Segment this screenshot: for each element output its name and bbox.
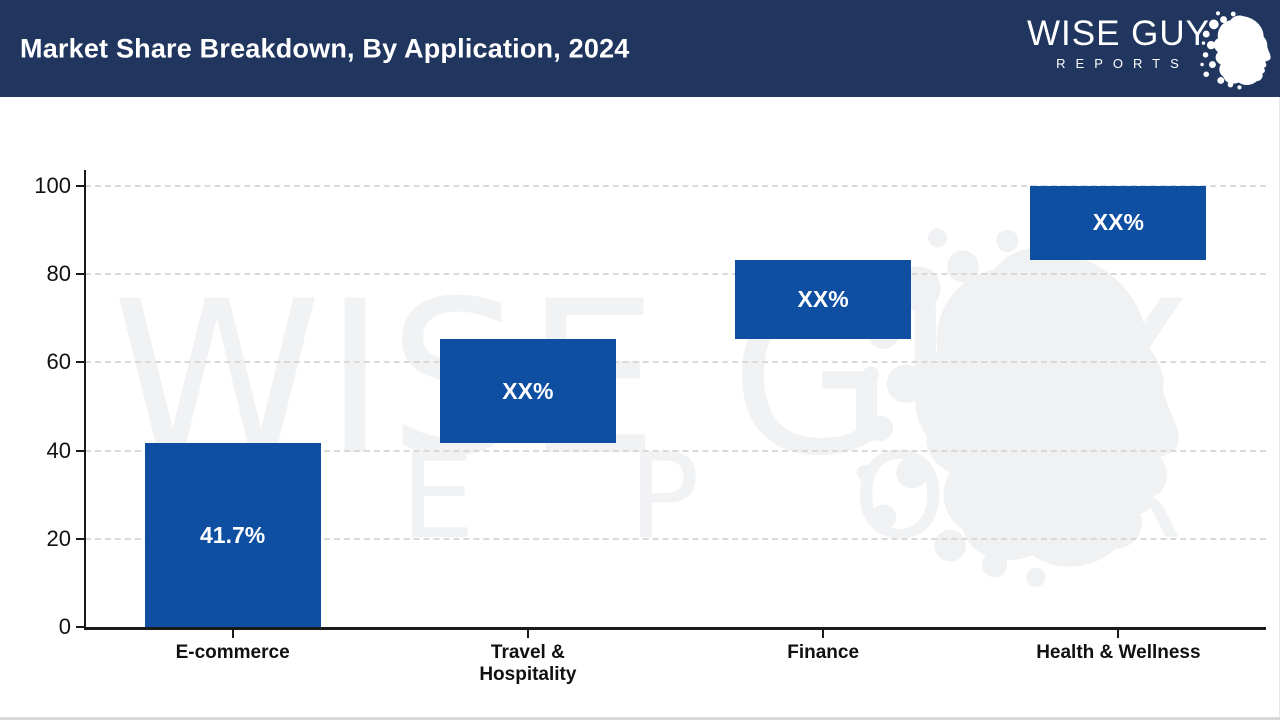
y-tick-mark <box>76 537 85 540</box>
y-tick-label: 40 <box>46 437 71 463</box>
dotted-head-icon <box>1200 11 1271 90</box>
y-tick-label: 100 <box>34 173 71 198</box>
x-tick-mark <box>822 630 825 638</box>
logo-wordmark: WISE GUY <box>1026 14 1210 53</box>
y-tick-label: 60 <box>46 349 71 375</box>
bar-value-label: XX% <box>1092 209 1144 236</box>
bar-value-label: 41.7% <box>200 521 266 548</box>
bar-2: XX% <box>439 339 616 444</box>
y-tick-label: 20 <box>46 525 71 551</box>
x-tick-mark <box>1117 630 1120 638</box>
y-tick-mark <box>76 361 85 364</box>
page-title: Market Share Breakdown, By Application, … <box>20 33 630 63</box>
logo-text: WISE GUY REPORTS <box>1027 14 1210 71</box>
x-axis-line <box>85 627 1266 630</box>
y-tick-mark <box>76 626 85 628</box>
gridline-40 <box>85 449 1266 452</box>
header: Market Share Breakdown, By Application, … <box>0 0 1280 97</box>
gridline-80 <box>85 273 1266 276</box>
bar-value-label: XX% <box>502 377 554 404</box>
x-tick-mark <box>231 630 234 638</box>
x-tick-label: Finance <box>787 642 860 663</box>
wise-guy-reports-logo: WISE GUY REPORTS <box>1027 6 1271 92</box>
y-tick-label: 0 <box>58 614 71 639</box>
bar-4: XX% <box>1030 186 1207 260</box>
bar-value-label: XX% <box>797 286 849 313</box>
x-tick-label: Health & Wellness <box>1036 642 1201 663</box>
y-tick-mark <box>76 185 85 187</box>
chart-plot-area: WISE GUY R E P O R T S 02040608010041.7%… <box>0 97 1280 717</box>
bottom-edge-line <box>0 717 1280 720</box>
bar-3: XX% <box>735 259 912 340</box>
bar-1: 41.7% <box>144 443 321 627</box>
gridline-60 <box>85 361 1266 364</box>
logo-subtitle: REPORTS <box>1056 56 1189 71</box>
x-tick-label: Travel & Hospitality <box>479 642 577 685</box>
y-axis-line <box>84 170 86 630</box>
y-tick-label: 80 <box>46 261 71 287</box>
x-tick-mark <box>526 630 529 638</box>
x-tick-label: E-commerce <box>175 642 290 663</box>
y-tick-mark <box>76 273 85 276</box>
gridline-20 <box>85 537 1266 540</box>
y-tick-mark <box>76 449 85 452</box>
gridline-100 <box>85 185 1266 187</box>
